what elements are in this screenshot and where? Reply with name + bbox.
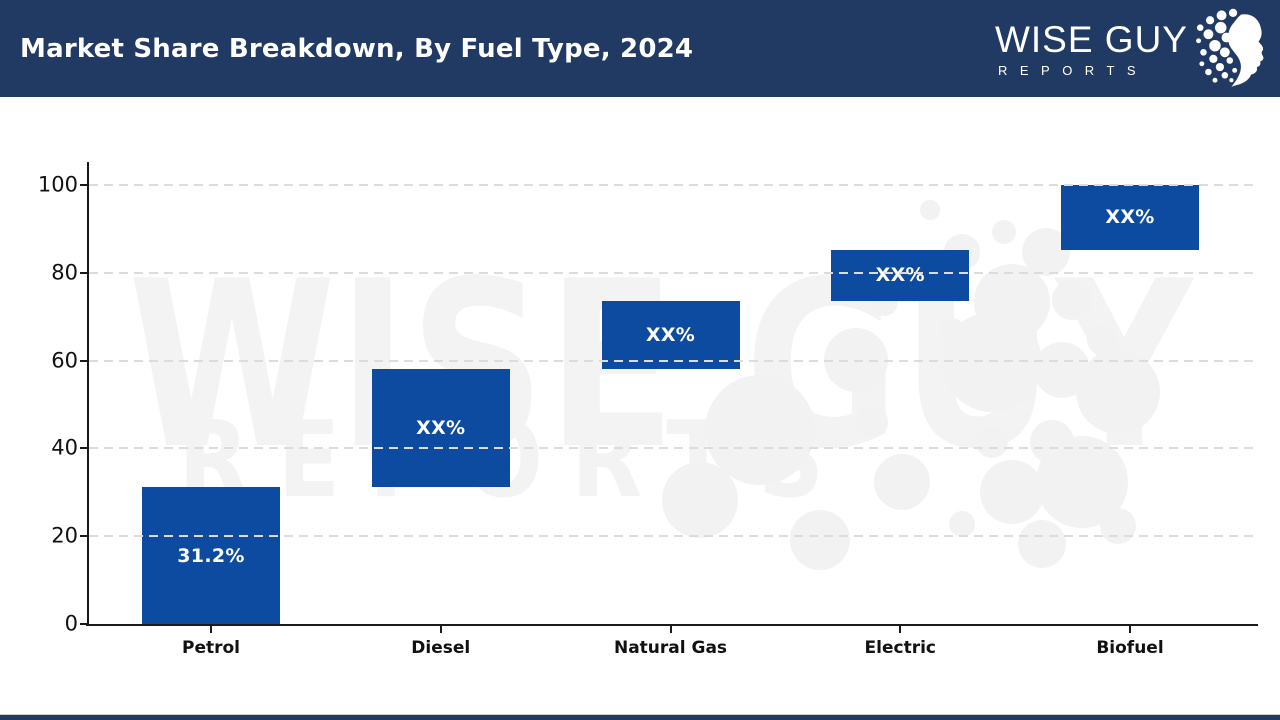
y-axis-tick-label: 100 bbox=[37, 172, 78, 197]
brand-name: WISE GUY bbox=[994, 18, 1188, 60]
x-axis-tick bbox=[1129, 626, 1131, 633]
y-axis-tick bbox=[80, 447, 87, 450]
x-axis-category-label: Diesel bbox=[411, 638, 471, 658]
bar-value-label: 31.2% bbox=[177, 544, 245, 567]
y-axis-tick bbox=[80, 271, 87, 274]
x-axis-tick bbox=[439, 626, 442, 633]
x-axis-tick bbox=[669, 626, 672, 633]
bar-value-label: XX% bbox=[645, 324, 696, 347]
gridline bbox=[89, 184, 1258, 186]
footer-bar bbox=[0, 714, 1280, 720]
bar-value-label: XX% bbox=[416, 417, 466, 440]
chart-title: Market Share Breakdown, By Fuel Type, 20… bbox=[20, 33, 694, 64]
y-axis-line bbox=[87, 162, 89, 626]
y-axis-tick-label: 40 bbox=[51, 435, 78, 460]
x-axis-tick bbox=[899, 626, 902, 633]
y-axis-tick-label: 80 bbox=[51, 260, 78, 285]
bar-value-label: XX% bbox=[875, 264, 925, 287]
gridline bbox=[89, 447, 1258, 450]
x-axis-category-label: Petrol bbox=[181, 638, 241, 658]
x-axis-category-label: Biofuel bbox=[1096, 638, 1164, 658]
y-axis-tick bbox=[80, 535, 87, 538]
x-axis-tick bbox=[210, 626, 212, 633]
y-axis-tick-label: 0 bbox=[64, 611, 78, 636]
y-axis-tick bbox=[80, 184, 87, 186]
logo-head-icon bbox=[1196, 8, 1264, 87]
bar-natural-gas: XX% bbox=[601, 300, 740, 370]
y-axis-tick bbox=[80, 623, 87, 625]
bar-electric: XX% bbox=[831, 249, 970, 301]
x-axis-category-label: Natural Gas bbox=[613, 638, 728, 658]
y-axis-tick-label: 60 bbox=[51, 348, 78, 373]
x-axis-category-label: Electric bbox=[864, 638, 936, 658]
brand-logo-text: WISE GUY REPORTS bbox=[995, 21, 1188, 78]
gridline bbox=[89, 271, 1258, 274]
y-axis-tick-label: 20 bbox=[51, 523, 78, 548]
y-axis-tick bbox=[80, 359, 87, 362]
gridline bbox=[89, 359, 1258, 362]
bar-biofuel: XX% bbox=[1061, 185, 1199, 250]
bar-diesel: XX% bbox=[371, 369, 510, 488]
bar-value-label: XX% bbox=[1105, 206, 1155, 229]
header-bar: Market Share Breakdown, By Fuel Type, 20… bbox=[0, 0, 1280, 97]
brand-subname: REPORTS bbox=[997, 62, 1149, 78]
gridline bbox=[89, 535, 1258, 538]
x-axis-line bbox=[86, 624, 1258, 626]
brand-logo: WISE GUY REPORTS bbox=[995, 6, 1270, 92]
bar-petrol: 31.2% bbox=[142, 487, 280, 624]
